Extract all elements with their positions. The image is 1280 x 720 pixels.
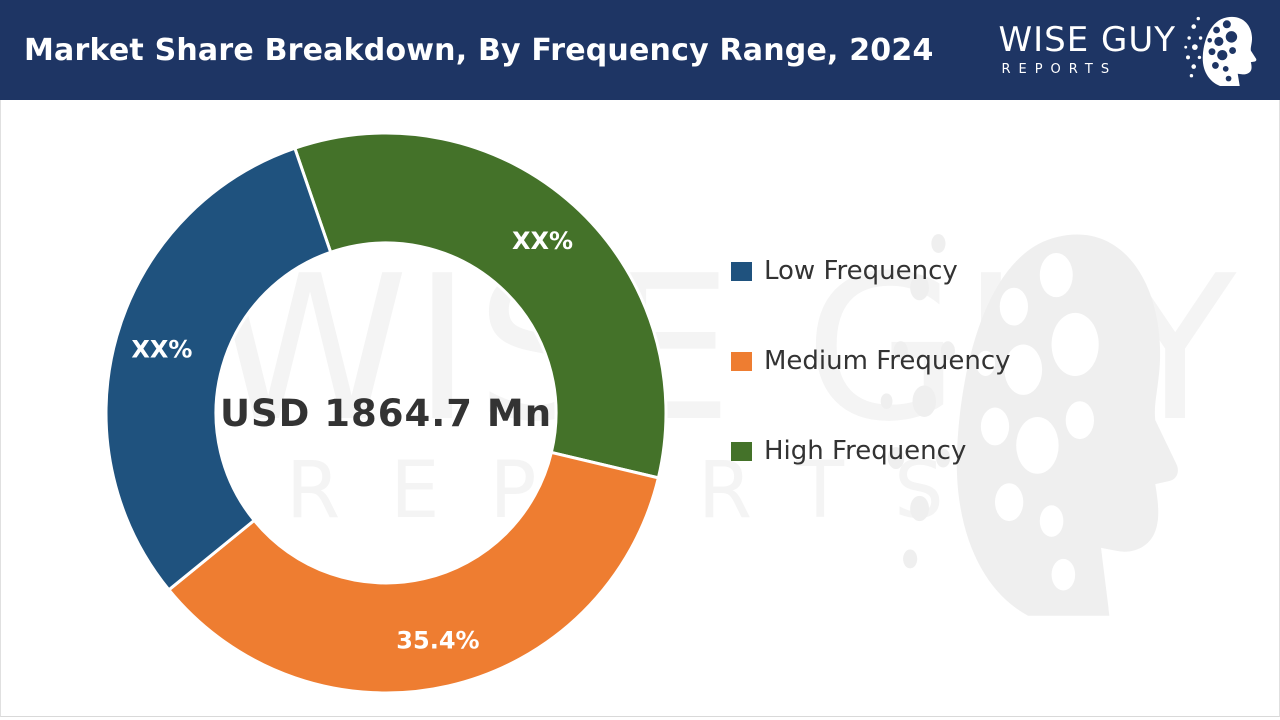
legend-label: Medium Frequency (764, 346, 1011, 376)
chart-center-value: USD 1864.7 Mn (220, 392, 552, 435)
brand-name: WISE GUY (998, 20, 1176, 61)
legend-item-medium-frequency: Medium Frequency (731, 346, 1011, 376)
legend-item-high-frequency: High Frequency (731, 436, 1011, 466)
page-title: Market Share Breakdown, By Frequency Ran… (24, 32, 934, 68)
legend-swatch-low-frequency (731, 261, 752, 281)
donut-slice-high-frequency (293, 131, 668, 480)
chart-area: WISE GUY REPORTS XX%35.4%XX% USD 1864.7 … (0, 100, 1280, 717)
legend-swatch-medium-frequency (731, 351, 752, 371)
brand-logo: WISE GUY REPORTS (998, 12, 1260, 88)
donut-slice-medium-frequency (167, 450, 660, 695)
legend-swatch-high-frequency (731, 441, 752, 461)
chart-legend: Low Frequency Medium Frequency High Freq… (731, 256, 1011, 526)
legend-label: High Frequency (764, 436, 967, 466)
brand-head-icon (1184, 16, 1257, 86)
donut-chart: XX% 35.4% XX% USD 1864.7 Mn (104, 131, 668, 695)
brand-logo-text: WISE GUY REPORTS (998, 20, 1176, 77)
brand-subtitle: REPORTS (1001, 61, 1118, 77)
legend-label: Low Frequency (764, 256, 958, 286)
slice-label-low-frequency: XX% (131, 335, 192, 363)
donut-slice-low-frequency (104, 146, 333, 592)
slice-label-high-frequency: XX% (512, 227, 573, 255)
legend-item-low-frequency: Low Frequency (731, 256, 1011, 286)
slice-label-medium-frequency: 35.4% (396, 627, 479, 655)
header: Market Share Breakdown, By Frequency Ran… (0, 0, 1280, 100)
